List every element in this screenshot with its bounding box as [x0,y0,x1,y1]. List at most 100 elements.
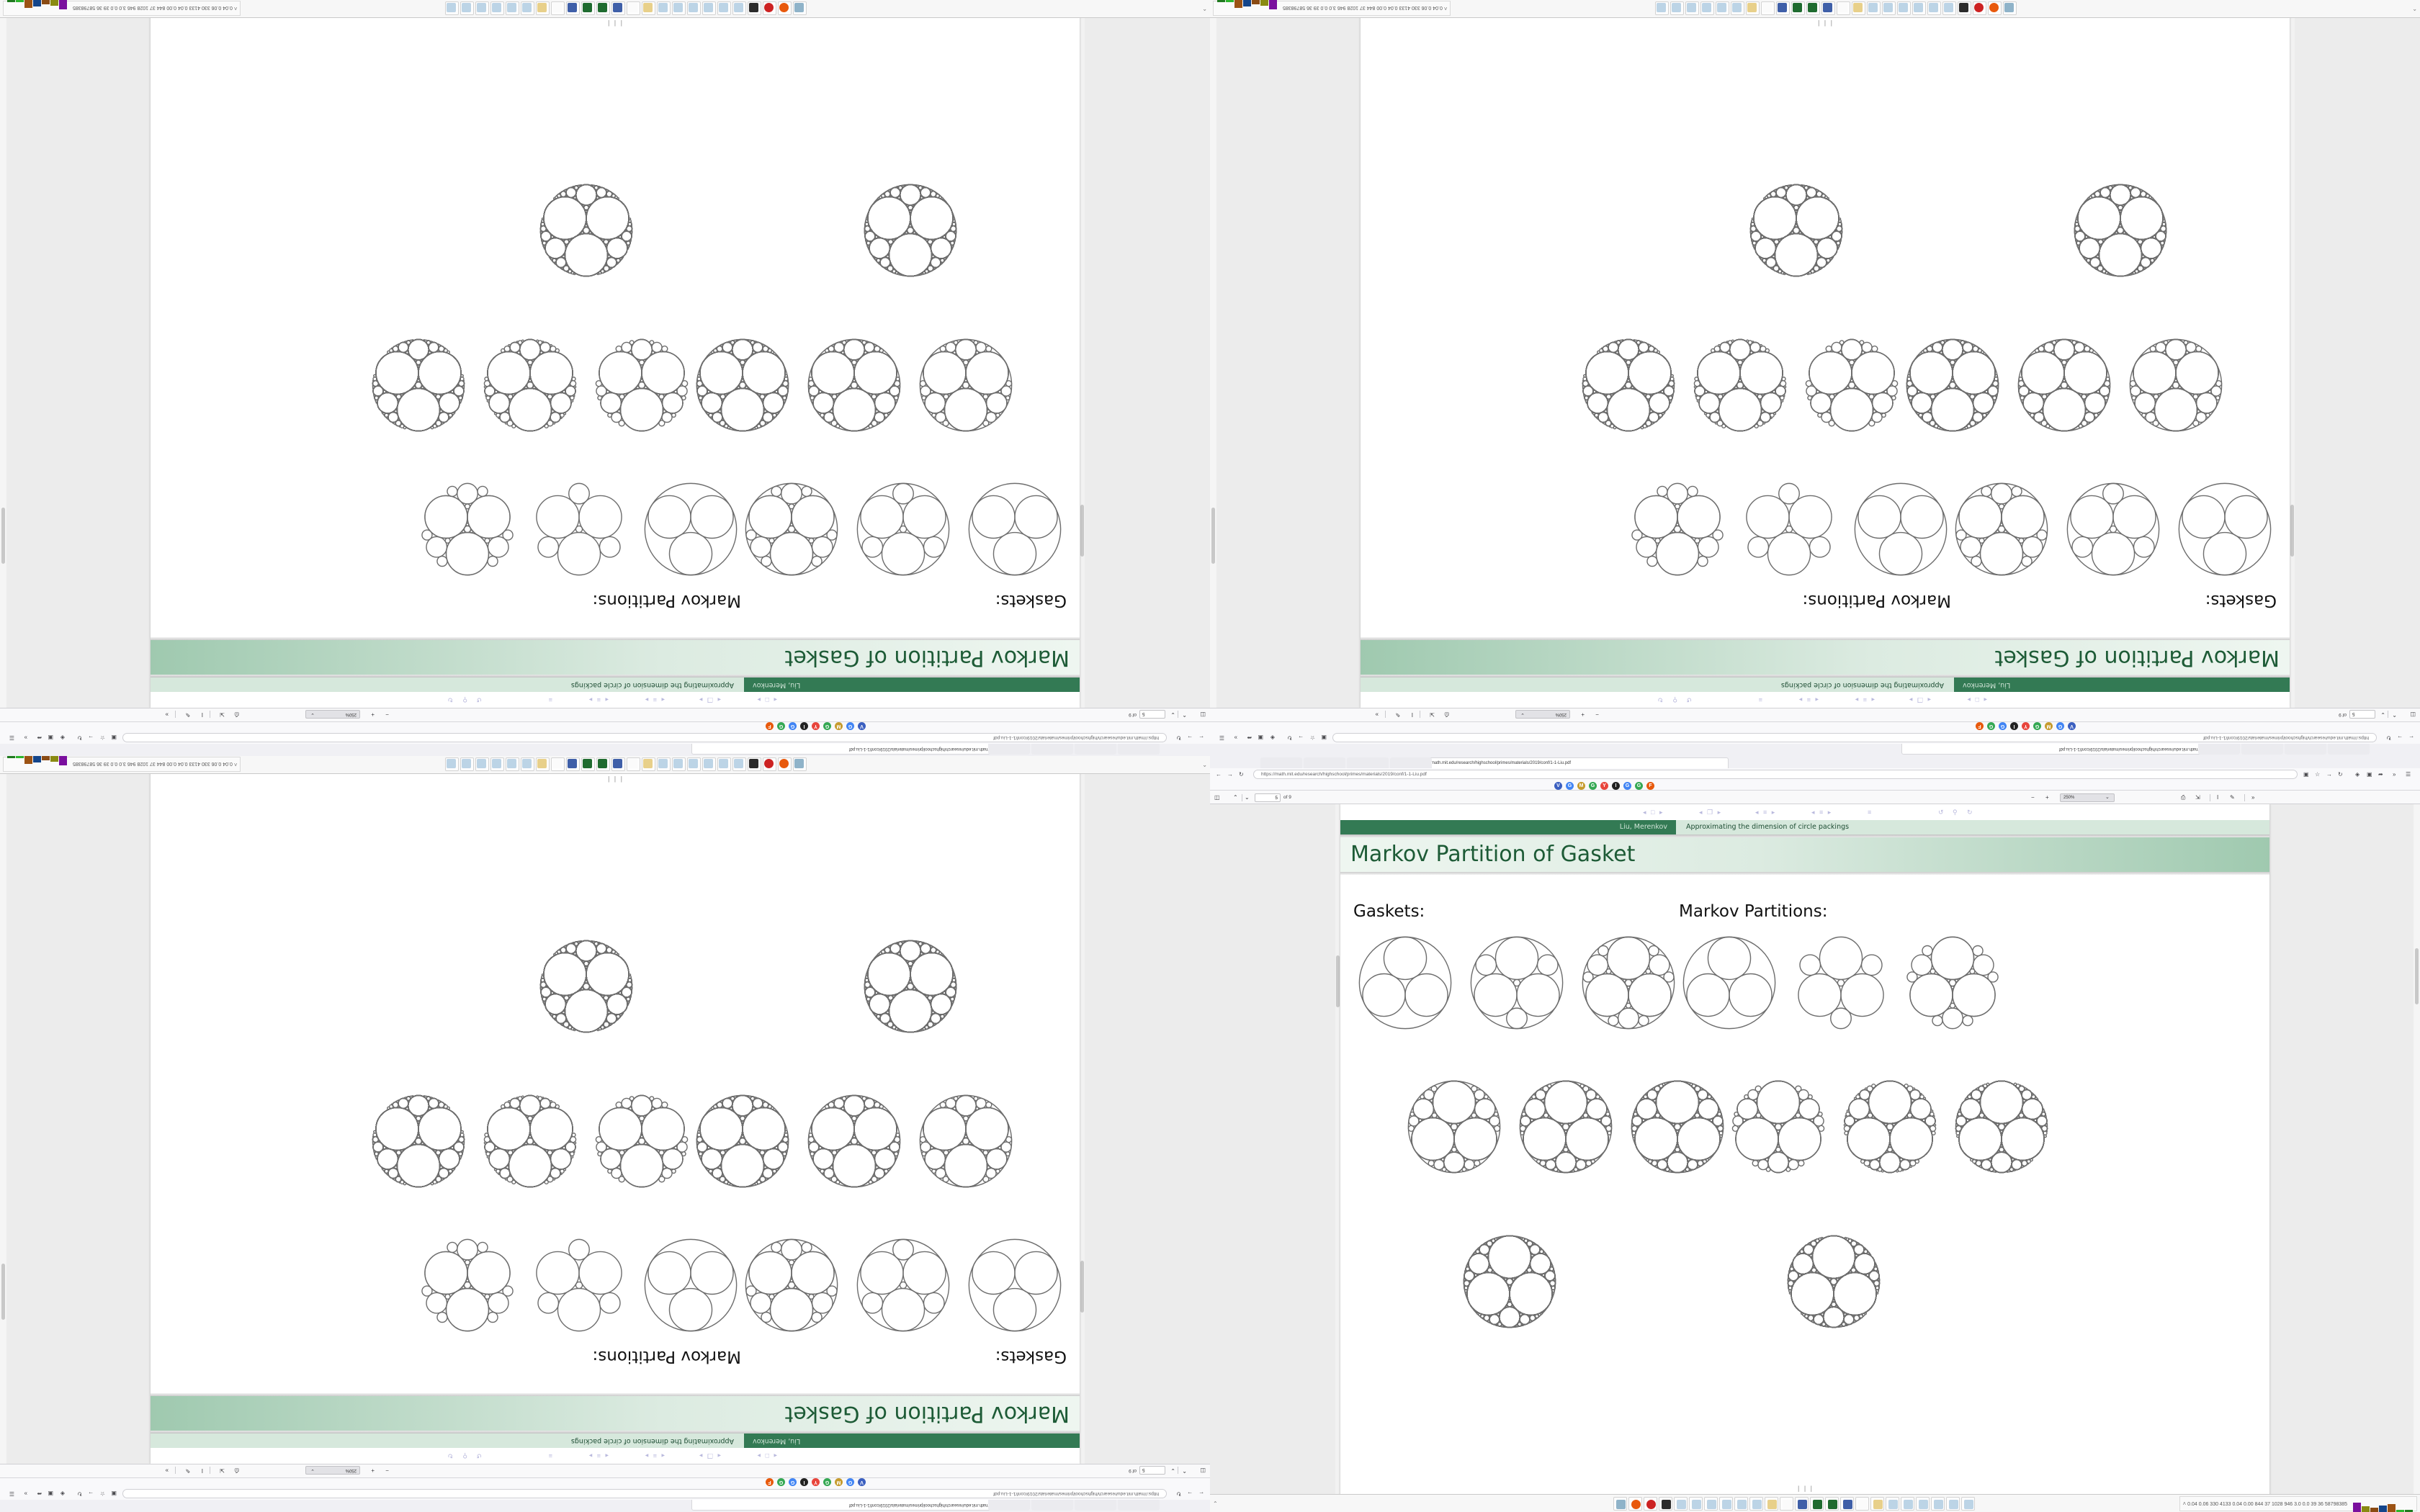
document-icon[interactable] [490,1,504,15]
back-icon[interactable]: ← [2408,734,2414,742]
reload-page-icon[interactable]: ↻ [77,1489,82,1498]
firefox-icon[interactable] [778,1,792,15]
forward-arrow-icon[interactable]: → [1298,733,1304,742]
document-icon[interactable] [657,1,671,15]
tab-inactive-1[interactable] [1118,744,1160,755]
beamer-nav-group-4[interactable]: ◂ ≡ ▸ [588,696,609,704]
zoom-out-button[interactable]: − [385,708,389,721]
overflow-chevron-icon[interactable]: » [24,1489,27,1498]
hamburger-menu-icon[interactable]: ☰ [2406,770,2411,779]
taskbar-expand-icon[interactable]: ⌃ [1202,756,1207,773]
beamer-nav-group-4[interactable]: ◂ ≡ ▸ [1811,808,1832,816]
display-icon[interactable] [2003,1,2017,15]
document-icon[interactable] [1749,1497,1763,1511]
document-icon[interactable] [475,1,489,15]
print-icon[interactable]: ⎙ [235,708,239,721]
bookmark-item-8[interactable]: G [777,722,785,730]
bookmark-item-9[interactable]: F [766,1478,774,1486]
more-tools-icon[interactable]: » [1376,708,1379,721]
bookmark-item-3[interactable]: M [835,1478,843,1486]
left-scrollbar[interactable] [1335,804,1340,1512]
beamer-nav-group-4[interactable]: ◂ ≡ ▸ [588,1452,609,1460]
document-icon[interactable] [460,1,474,15]
beamer-nav-tool-1[interactable]: ↺ [1685,696,1692,704]
bookmark-item-5[interactable]: Y [812,1478,820,1486]
blank-icon[interactable] [627,1,640,15]
scrollbar-thumb[interactable] [1211,508,1215,564]
overflow-chevron-icon[interactable]: » [1234,733,1237,742]
beamer-nav-tool-1[interactable]: ↺ [475,1452,482,1460]
beamer-nav-tool-3[interactable]: ↻ [446,1452,453,1460]
beamer-nav-tool-2[interactable]: ⚲ [1953,808,1959,816]
tab-inactive-3[interactable] [1031,744,1073,755]
app-red-icon[interactable] [1644,1497,1657,1511]
bookmark-item-1[interactable]: V [1554,782,1562,790]
tab-active[interactable]: math.mit.edu/research/highschool/primes/… [1426,757,1729,768]
pdf-viewer[interactable]: ◂ □ ▸ ◂ ❐ ▸ ◂ ≡ ▸ ◂ ≡ ▸ ≡ ↺ ⚲ ↻ Liu, Merenkov A… [1210,804,2420,1512]
draw-highlight-icon[interactable]: ✎ [185,708,190,721]
app-dark-icon[interactable] [748,757,761,771]
beamer-nav-group-3[interactable]: ◂ ≡ ▸ [644,1452,665,1460]
zoom-out-button[interactable]: − [385,1464,389,1477]
text-select-icon[interactable]: I [202,708,203,721]
scrollbar-thumb[interactable] [2290,505,2294,557]
floppy-disk-icon[interactable] [1821,1,1835,15]
print-icon[interactable]: ⎙ [1445,708,1449,721]
page-up-icon[interactable]: ⌃ [1233,791,1238,804]
tab-inactive-2[interactable] [1075,744,1116,755]
document-icon[interactable] [521,1,534,15]
sidebar-toggle-icon[interactable]: ◫ [1214,791,1220,804]
tab-active[interactable]: math.mit.edu/research/highschool/primes/… [691,744,994,755]
zoom-out-button[interactable]: − [1595,708,1599,721]
document-icon[interactable] [702,757,716,771]
draw-highlight-icon[interactable]: ✎ [1395,708,1400,721]
account-icon[interactable]: ▣ [2367,770,2372,779]
tab-inactive-4[interactable] [1390,757,1432,768]
document-icon[interactable] [1961,1497,1975,1511]
zoom-select[interactable]: 250% [2060,793,2115,802]
folder-icon[interactable] [536,757,550,771]
blank-icon[interactable] [1855,1497,1869,1511]
scrollbar-thumb[interactable] [1,1264,5,1320]
document-icon[interactable] [1901,1497,1914,1511]
document-icon[interactable] [506,1,519,15]
share-icon[interactable]: ➦ [37,733,42,742]
tab-inactive-4[interactable] [988,1500,1030,1511]
print-icon[interactable]: ⎙ [2181,791,2185,804]
beamer-nav-group-3[interactable]: ◂ ≡ ▸ [644,696,665,704]
bookmark-item-4[interactable]: G [2033,722,2041,730]
workspace-pager[interactable]: | | | [606,776,622,783]
taskbar-expand-icon[interactable]: ⌃ [1213,1495,1218,1512]
document-icon[interactable] [1931,1497,1945,1511]
globe-icon[interactable]: ◈ [60,733,65,742]
bookmark-item-2[interactable]: G [846,722,854,730]
more-tools-icon[interactable]: » [2251,791,2254,804]
beamer-nav-group-2[interactable]: ◂ ❐ ▸ [1699,808,1722,816]
folder-icon[interactable] [642,1,655,15]
document-icon[interactable] [1685,1,1699,15]
terminal-icon[interactable] [1806,1,1820,15]
tray-expand-icon[interactable]: ˄ [1444,5,1448,12]
document-icon[interactable] [717,1,731,15]
beamer-nav-tool-3[interactable]: ↻ [1656,696,1663,704]
beamer-nav-tool-1[interactable]: ↺ [1938,808,1945,816]
bookmark-item-2[interactable]: G [846,1478,854,1486]
folder-icon[interactable] [536,1,550,15]
document-icon[interactable] [687,1,701,15]
document-icon[interactable] [657,757,671,771]
text-select-icon[interactable]: I [202,1464,203,1477]
save-icon[interactable]: ⇲ [2195,791,2200,804]
bookmark-item-6[interactable]: I [800,722,808,730]
reload-page-icon[interactable]: ↻ [1287,733,1292,742]
beamer-nav-group-3[interactable]: ◂ ≡ ▸ [1755,808,1776,816]
tab-inactive-4[interactable] [2198,744,2240,755]
bookmark-item-7[interactable]: G [1623,782,1631,790]
app-dark-icon[interactable] [1659,1497,1672,1511]
beamer-nav-tool-2[interactable]: ⚲ [461,1452,467,1460]
right-scrollbar[interactable] [2414,804,2420,1512]
sidebar-toggle-icon[interactable]: ◫ [2410,708,2416,721]
draw-highlight-icon[interactable]: ✎ [185,1464,190,1477]
document-icon[interactable] [1731,1,1744,15]
beamer-nav-group-2[interactable]: ◂ ❐ ▸ [1908,696,1931,704]
terminal-icon[interactable] [596,1,610,15]
